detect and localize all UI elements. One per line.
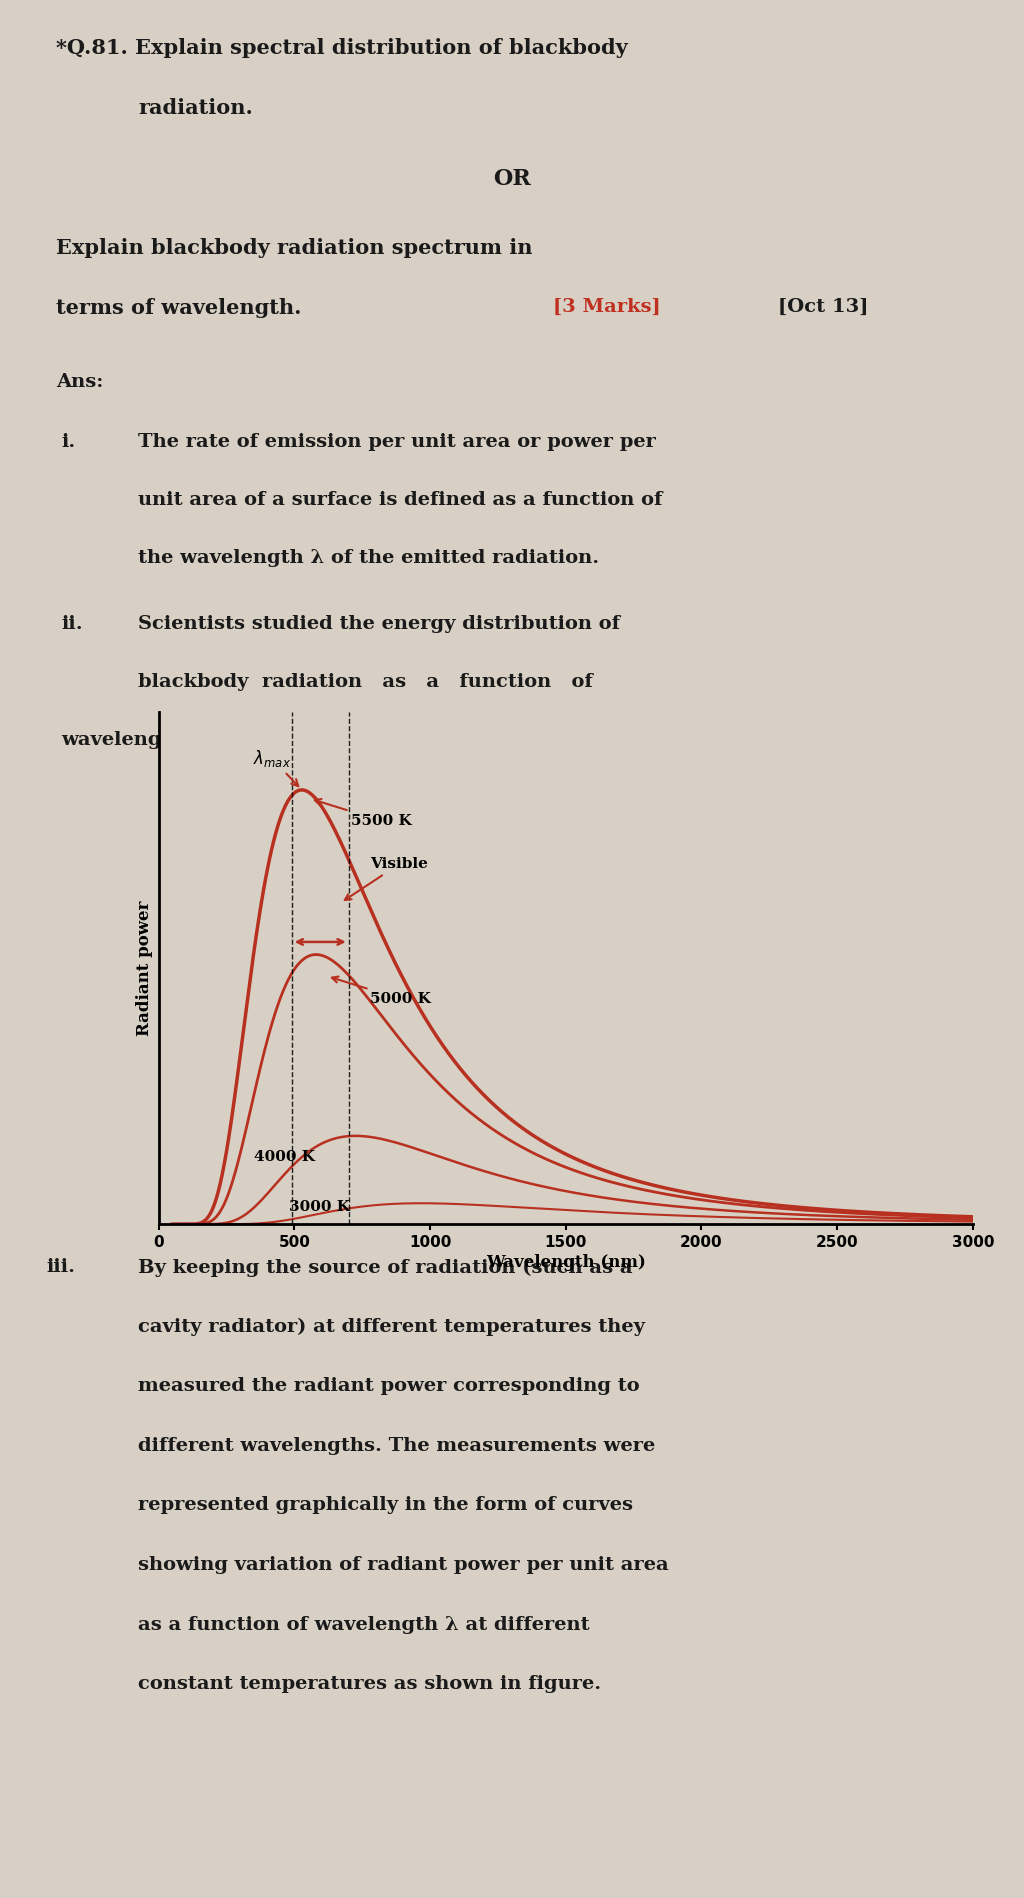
Text: cavity radiator) at different temperatures they: cavity radiator) at different temperatur…	[138, 1317, 645, 1336]
Text: 5500 K: 5500 K	[314, 799, 412, 828]
Text: [Oct 13]: [Oct 13]	[778, 298, 868, 317]
Text: Ans:: Ans:	[56, 372, 103, 391]
Text: Scientists studied the energy distribution of: Scientists studied the energy distributi…	[138, 615, 621, 632]
Text: Explain blackbody radiation spectrum in: Explain blackbody radiation spectrum in	[56, 237, 532, 258]
Text: different wavelengths. The measurements were: different wavelengths. The measurements …	[138, 1437, 655, 1456]
Text: as a function of wavelength λ at different: as a function of wavelength λ at differe…	[138, 1615, 590, 1634]
Text: showing variation of radiant power per unit area: showing variation of radiant power per u…	[138, 1556, 669, 1573]
Text: $\lambda_{max}$: $\lambda_{max}$	[253, 748, 298, 786]
Text: the wavelength λ of the emitted radiation.: the wavelength λ of the emitted radiatio…	[138, 550, 599, 568]
Text: *Q.81. Explain spectral distribution of blackbody: *Q.81. Explain spectral distribution of …	[56, 38, 628, 59]
Text: Visible: Visible	[345, 858, 428, 900]
Text: iii.: iii.	[46, 1258, 75, 1275]
Text: constant temperatures as shown in figure.: constant temperatures as shown in figure…	[138, 1676, 601, 1693]
Text: unit area of a surface is defined as a function of: unit area of a surface is defined as a f…	[138, 492, 663, 509]
Text: [3 Marks]: [3 Marks]	[553, 298, 660, 317]
Text: 4000 K: 4000 K	[254, 1150, 314, 1163]
Y-axis label: Radiant power: Radiant power	[136, 900, 154, 1036]
Text: blackbody  radiation   as   a   function   of: blackbody radiation as a function of	[138, 672, 593, 691]
Text: wavelength.: wavelength.	[61, 731, 191, 750]
Text: represented graphically in the form of curves: represented graphically in the form of c…	[138, 1496, 633, 1515]
Text: measured the radiant power corresponding to: measured the radiant power corresponding…	[138, 1378, 640, 1395]
Text: i.: i.	[61, 433, 76, 452]
Text: OR: OR	[494, 169, 530, 190]
Text: radiation.: radiation.	[138, 99, 253, 118]
Text: The rate of emission per unit area or power per: The rate of emission per unit area or po…	[138, 433, 656, 452]
Text: 5000 K: 5000 K	[332, 977, 431, 1006]
Text: ii.: ii.	[61, 615, 83, 632]
Text: By keeping the source of radiation (such as a: By keeping the source of radiation (such…	[138, 1258, 633, 1277]
Text: 3000 K: 3000 K	[289, 1200, 350, 1213]
X-axis label: Wavelength (nm): Wavelength (nm)	[485, 1255, 646, 1272]
Text: terms of wavelength.: terms of wavelength.	[56, 298, 302, 319]
